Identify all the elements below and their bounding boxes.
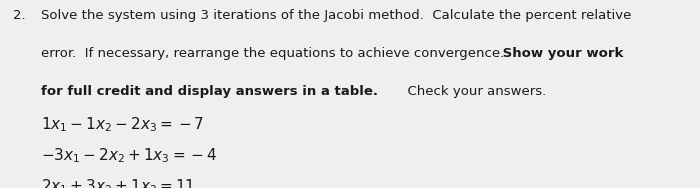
Text: Check your answers.: Check your answers. (399, 85, 546, 98)
Text: Show your work: Show your work (498, 47, 624, 60)
Text: for full credit and display answers in a table.: for full credit and display answers in a… (41, 85, 377, 98)
Text: Solve the system using 3 iterations of the Jacobi method.  Calculate the percent: Solve the system using 3 iterations of t… (41, 9, 631, 22)
Text: 2.: 2. (13, 9, 25, 22)
Text: $2x_1 + 3x_2 + 1x_3 = 11$: $2x_1 + 3x_2 + 1x_3 = 11$ (41, 178, 195, 188)
Text: $1x_1 - 1x_2 - 2x_3 = -7$: $1x_1 - 1x_2 - 2x_3 = -7$ (41, 116, 204, 134)
Text: error.  If necessary, rearrange the equations to achieve convergence.: error. If necessary, rearrange the equat… (41, 47, 504, 60)
Text: $-3x_1 - 2x_2 + 1x_3 = -4$: $-3x_1 - 2x_2 + 1x_3 = -4$ (41, 147, 217, 165)
